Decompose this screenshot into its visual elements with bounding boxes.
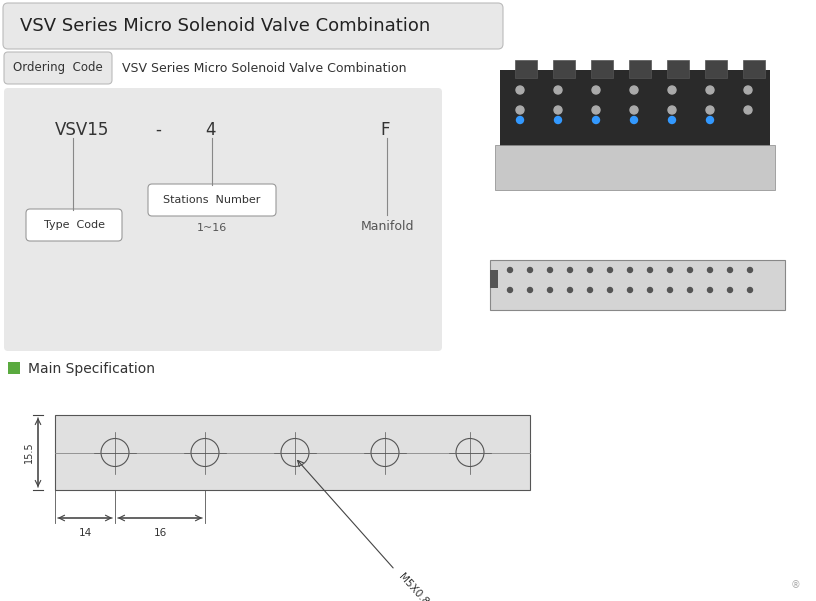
- Text: -: -: [155, 121, 161, 139]
- Circle shape: [688, 267, 693, 272]
- Text: 14: 14: [78, 528, 91, 538]
- Circle shape: [707, 117, 713, 123]
- Circle shape: [707, 267, 712, 272]
- Circle shape: [592, 106, 600, 114]
- Text: VSV Series Micro Solenoid Valve Combination: VSV Series Micro Solenoid Valve Combinat…: [122, 61, 406, 75]
- Text: 16: 16: [153, 528, 166, 538]
- Bar: [553, 60, 575, 78]
- Text: 4: 4: [205, 121, 215, 139]
- Circle shape: [648, 267, 653, 272]
- Circle shape: [747, 287, 752, 293]
- Text: Type  Code: Type Code: [43, 220, 104, 230]
- Bar: [490, 260, 785, 310]
- Circle shape: [668, 86, 676, 94]
- Text: VSV15: VSV15: [55, 121, 109, 139]
- Bar: [495, 145, 775, 190]
- Circle shape: [588, 267, 592, 272]
- Circle shape: [508, 267, 512, 272]
- Text: M5X0.8: M5X0.8: [397, 572, 431, 601]
- Circle shape: [567, 267, 573, 272]
- Bar: [500, 70, 770, 150]
- Circle shape: [516, 106, 524, 114]
- Circle shape: [706, 86, 714, 94]
- Text: Main Specification: Main Specification: [28, 361, 155, 376]
- Circle shape: [707, 287, 712, 293]
- FancyBboxPatch shape: [26, 209, 122, 241]
- Circle shape: [554, 106, 562, 114]
- Circle shape: [728, 267, 733, 272]
- Circle shape: [567, 287, 573, 293]
- Circle shape: [630, 86, 638, 94]
- FancyBboxPatch shape: [148, 184, 276, 216]
- Circle shape: [607, 287, 613, 293]
- Circle shape: [588, 287, 592, 293]
- Bar: [8, 362, 20, 374]
- Circle shape: [607, 267, 613, 272]
- Bar: [629, 60, 651, 78]
- Circle shape: [527, 267, 533, 272]
- Circle shape: [747, 267, 752, 272]
- Text: Manifold: Manifold: [360, 221, 414, 234]
- Circle shape: [516, 86, 524, 94]
- Circle shape: [548, 267, 552, 272]
- Circle shape: [630, 106, 638, 114]
- Bar: [667, 60, 689, 78]
- Circle shape: [744, 106, 752, 114]
- Bar: [743, 60, 765, 78]
- Circle shape: [628, 267, 632, 272]
- Bar: [591, 60, 613, 78]
- FancyBboxPatch shape: [3, 3, 503, 49]
- Circle shape: [667, 267, 672, 272]
- Bar: [55, 415, 530, 490]
- Text: 1~16: 1~16: [197, 223, 227, 233]
- Circle shape: [555, 117, 561, 123]
- Circle shape: [667, 287, 672, 293]
- Circle shape: [554, 86, 562, 94]
- FancyBboxPatch shape: [4, 88, 442, 351]
- Circle shape: [706, 106, 714, 114]
- Circle shape: [592, 117, 600, 123]
- Text: 15.5: 15.5: [24, 442, 34, 463]
- FancyBboxPatch shape: [4, 52, 112, 84]
- Text: VSV Series Micro Solenoid Valve Combination: VSV Series Micro Solenoid Valve Combinat…: [20, 17, 430, 35]
- Circle shape: [628, 287, 632, 293]
- Text: Ordering  Code: Ordering Code: [13, 61, 103, 75]
- Circle shape: [517, 117, 524, 123]
- Bar: [705, 60, 727, 78]
- Circle shape: [728, 287, 733, 293]
- Text: Stations  Number: Stations Number: [163, 195, 260, 205]
- Circle shape: [508, 287, 512, 293]
- Circle shape: [744, 86, 752, 94]
- Text: ®: ®: [790, 580, 800, 590]
- Circle shape: [631, 117, 637, 123]
- Circle shape: [527, 287, 533, 293]
- Circle shape: [668, 106, 676, 114]
- Circle shape: [668, 117, 676, 123]
- Circle shape: [688, 287, 693, 293]
- Text: F: F: [380, 121, 389, 139]
- Circle shape: [648, 287, 653, 293]
- Bar: [515, 60, 537, 78]
- Circle shape: [592, 86, 600, 94]
- Bar: [490, 270, 498, 288]
- Circle shape: [548, 287, 552, 293]
